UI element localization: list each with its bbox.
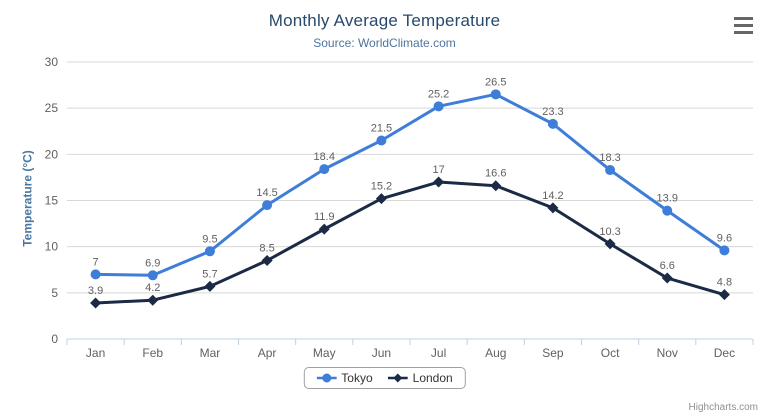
data-label: 21.5	[371, 122, 392, 134]
data-point-london[interactable]	[547, 202, 559, 214]
x-tick-label: Jan	[86, 346, 105, 360]
series-line-london[interactable]	[94, 180, 726, 305]
data-point-tokyo[interactable]	[147, 270, 158, 281]
data-label: 11.9	[314, 211, 335, 223]
data-label: 14.2	[542, 190, 563, 202]
data-point-tokyo[interactable]	[204, 246, 215, 257]
data-label: 6.6	[660, 260, 675, 272]
data-point-london[interactable]	[204, 280, 216, 292]
x-tick-label: Dec	[714, 346, 735, 360]
data-label: 4.8	[717, 277, 732, 289]
hamburger-menu-icon[interactable]	[734, 16, 754, 36]
data-label: 18.3	[599, 152, 620, 164]
data-label: 6.9	[145, 257, 160, 269]
chart-title: Monthly Average Temperature	[268, 11, 501, 30]
data-point-london[interactable]	[90, 297, 102, 309]
legend-marker-diamond-icon	[387, 373, 408, 383]
chart-subtitle: Source: WorldClimate.com	[313, 36, 456, 50]
data-point-tokyo[interactable]	[376, 135, 387, 146]
data-point-london[interactable]	[661, 272, 673, 284]
hamburger-bar	[734, 17, 753, 20]
x-tick-label: Apr	[258, 346, 277, 360]
data-label: 13.9	[657, 193, 678, 205]
data-point-london[interactable]	[147, 294, 159, 306]
y-tick-label: 20	[45, 147, 59, 161]
series-line-tokyo[interactable]	[94, 92, 726, 277]
legend: Tokyo London	[303, 367, 466, 389]
data-point-tokyo[interactable]	[662, 205, 673, 216]
y-tick-label: 0	[51, 332, 58, 346]
data-point-london[interactable]	[718, 289, 730, 301]
data-label: 3.9	[88, 285, 103, 297]
data-label: 16.6	[485, 168, 506, 180]
data-point-london[interactable]	[604, 238, 616, 250]
hamburger-bar	[734, 24, 753, 27]
hamburger-bar	[734, 31, 753, 34]
x-tick-label: Jul	[431, 346, 446, 360]
x-tick-label: Aug	[485, 346, 506, 360]
data-point-tokyo[interactable]	[547, 118, 558, 129]
legend-marker-circle-icon	[316, 373, 337, 383]
data-label: 4.2	[145, 282, 160, 294]
data-label: 7	[93, 256, 99, 268]
data-label: 9.5	[202, 233, 217, 245]
data-label: 26.5	[485, 76, 506, 88]
data-point-london[interactable]	[433, 176, 445, 188]
legend-item-london[interactable]: London	[387, 371, 453, 385]
data-point-london[interactable]	[375, 193, 387, 205]
y-tick-label: 10	[45, 240, 59, 254]
legend-label: Tokyo	[341, 371, 373, 385]
data-point-london[interactable]	[490, 180, 502, 192]
data-label: 25.2	[428, 88, 449, 100]
data-point-tokyo[interactable]	[433, 101, 444, 112]
y-tick-label: 15	[45, 194, 59, 208]
data-point-tokyo[interactable]	[490, 89, 501, 100]
data-point-london[interactable]	[318, 223, 330, 235]
y-tick-label: 25	[45, 101, 59, 115]
x-tick-label: Sep	[542, 346, 564, 360]
legend-item-tokyo[interactable]: Tokyo	[316, 371, 373, 385]
data-point-tokyo[interactable]	[90, 269, 101, 280]
data-label: 14.5	[256, 187, 277, 199]
data-label: 9.6	[717, 232, 732, 244]
data-point-tokyo[interactable]	[719, 245, 730, 256]
data-label: 23.3	[542, 106, 563, 118]
data-label: 5.7	[202, 268, 217, 280]
credits-link[interactable]: Highcharts.com	[688, 402, 758, 413]
data-label: 8.5	[259, 243, 274, 255]
data-point-tokyo[interactable]	[319, 164, 330, 175]
data-point-tokyo[interactable]	[262, 200, 273, 211]
y-tick-label: 30	[45, 55, 59, 69]
data-point-tokyo[interactable]	[605, 165, 616, 176]
x-tick-label: Oct	[601, 346, 620, 360]
x-tick-label: Jun	[372, 346, 391, 360]
x-tick-label: Feb	[142, 346, 163, 360]
x-tick-label: Mar	[200, 346, 221, 360]
data-label: 18.4	[314, 151, 335, 163]
data-label: 17	[432, 164, 444, 176]
legend-label: London	[412, 371, 453, 385]
data-label: 15.2	[371, 181, 392, 193]
y-tick-label: 5	[51, 286, 58, 300]
x-tick-label: Nov	[657, 346, 678, 360]
data-point-london[interactable]	[261, 255, 273, 267]
data-label: 10.3	[599, 226, 620, 238]
x-tick-label: May	[313, 346, 336, 360]
